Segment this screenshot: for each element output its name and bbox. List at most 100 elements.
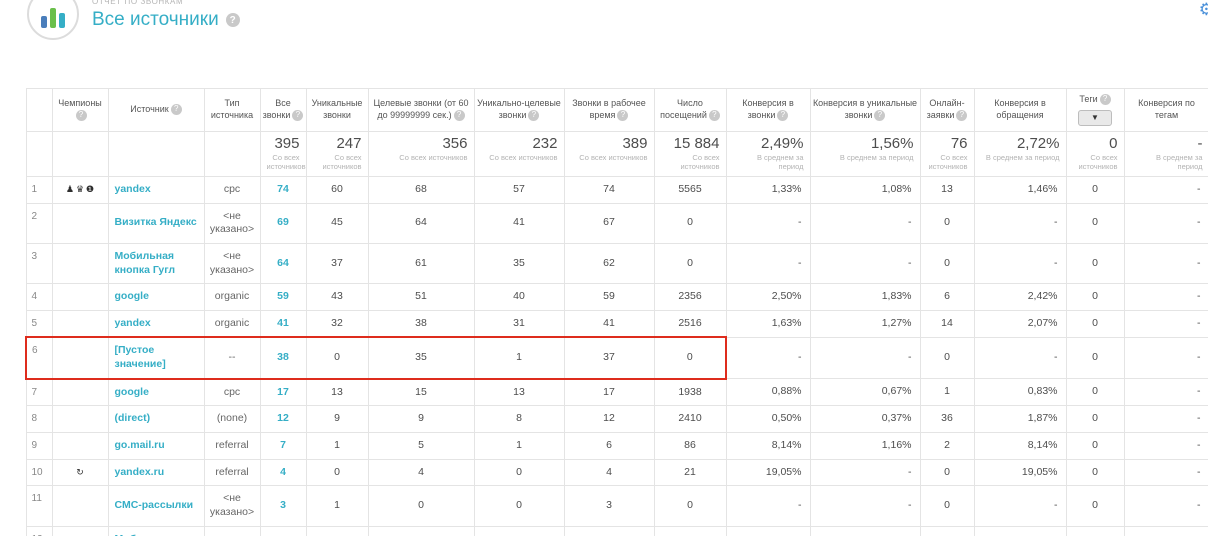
all-calls-link[interactable]: 4 bbox=[280, 465, 286, 478]
cell-unique: 0 bbox=[305, 336, 369, 380]
cell-target: 0 bbox=[367, 485, 475, 527]
cell-visits: 0 bbox=[653, 485, 727, 527]
help-icon[interactable]: ? bbox=[956, 109, 968, 121]
cell-target: 35 bbox=[367, 336, 475, 380]
all-calls-link[interactable]: 69 bbox=[277, 216, 289, 229]
page-title: Все источники bbox=[92, 9, 219, 30]
column-header-work[interactable]: Звонки в рабочее время? bbox=[563, 88, 655, 132]
column-header-visits[interactable]: Число посещений? bbox=[653, 88, 727, 132]
total-value: 389 bbox=[622, 134, 648, 152]
cell-source: (direct) bbox=[107, 405, 205, 433]
total-conv_calls: 2,49% В среднем за период bbox=[725, 130, 811, 177]
cell-target: 64 bbox=[367, 202, 475, 244]
all-calls-link[interactable]: 41 bbox=[277, 316, 289, 329]
cell-utarget: 1 bbox=[473, 336, 565, 380]
title-help-icon[interactable]: ? bbox=[225, 13, 240, 27]
column-header-conv_unique[interactable]: Конверсия в уникальные звонки? bbox=[809, 88, 921, 132]
source-link[interactable]: go.mail.ru bbox=[114, 438, 165, 451]
cell-conv_req: 1,87% bbox=[973, 405, 1067, 433]
column-header-utarget[interactable]: Уникально-целевые звонки? bbox=[473, 88, 565, 132]
source-link[interactable]: yandex bbox=[114, 182, 151, 195]
column-header-conv_req[interactable]: Конверсия в обращения bbox=[973, 88, 1067, 132]
cell-unique: 0 bbox=[305, 458, 369, 487]
column-header-conv_calls[interactable]: Конверсия в звонки? bbox=[725, 88, 811, 132]
source-link[interactable]: Мобильная кнопка Гугл bbox=[114, 249, 176, 276]
source-link[interactable]: (direct) bbox=[114, 412, 151, 425]
cell-visits: 2410 bbox=[653, 405, 727, 433]
cell-champions bbox=[51, 202, 109, 244]
cell-online: 36 bbox=[919, 405, 975, 433]
cell-conv_unique: 1,16% bbox=[809, 431, 921, 460]
table-row: 1 ♟ ♛ ❶ yandex cpc 74 60 68 57 74 5565 1,33% 1,08% 13 1… bbox=[25, 175, 1208, 204]
column-header-tags[interactable]: Теги? ▼ bbox=[1065, 88, 1125, 132]
cell-champions bbox=[51, 431, 109, 460]
all-calls-link[interactable]: 74 bbox=[277, 182, 289, 195]
column-header-online[interactable]: Онлайн-заявки? bbox=[919, 88, 975, 132]
column-label-utarget: Уникально-целевые звонки bbox=[477, 98, 561, 120]
all-calls-link[interactable]: 38 bbox=[277, 351, 289, 364]
sources-table: Чемпионы? Источник? Тип источника Все звонк… bbox=[25, 88, 1208, 536]
source-link[interactable]: Визитка Яндекс bbox=[114, 216, 197, 229]
cell-utarget: 13 bbox=[473, 378, 565, 407]
cell-source: yandex.ru bbox=[107, 458, 205, 487]
column-header-unique[interactable]: Уникальные звонки bbox=[305, 88, 369, 132]
total-source bbox=[107, 130, 205, 177]
source-link[interactable]: СМС-рассылки bbox=[114, 499, 194, 512]
cell-unique: 60 bbox=[305, 175, 369, 204]
cell-champions: ♟ ♛ ❶ bbox=[51, 175, 109, 204]
help-icon[interactable]: ? bbox=[777, 109, 789, 121]
cell-type: referral bbox=[203, 431, 261, 460]
totals-row: 395 Со всех источников 247 Со всех источник… bbox=[25, 130, 1208, 177]
column-label-target: Целевые звонки (от 60 до 99999999 сек.) bbox=[373, 98, 469, 120]
cell-work: 67 bbox=[563, 202, 655, 244]
source-link[interactable]: Мобильная кнопка Общая bbox=[115, 533, 189, 536]
source-link[interactable]: google bbox=[114, 385, 149, 398]
tags-filter-dropdown-button[interactable]: ▼ bbox=[1078, 109, 1112, 126]
cell-tags: 0 bbox=[1065, 242, 1125, 285]
cell-unique: 37 bbox=[305, 242, 369, 285]
cell-online: 13 bbox=[919, 175, 975, 204]
app-logo-icon[interactable] bbox=[27, 0, 79, 40]
cell-work: 74 bbox=[563, 175, 655, 204]
cell-champions: ↻ bbox=[51, 458, 109, 487]
settings-gear-icon[interactable]: ⚙ bbox=[1198, 0, 1208, 19]
column-header-all[interactable]: Все звонки? bbox=[259, 88, 307, 132]
returning-visitor-icon: ↻ bbox=[76, 466, 84, 477]
column-header-target[interactable]: Целевые звонки (от 60 до 99999999 сек.)? bbox=[367, 88, 475, 132]
all-calls-link[interactable]: 17 bbox=[277, 385, 289, 398]
total-value: 2,72% bbox=[1016, 134, 1060, 152]
source-link[interactable]: yandex.ru bbox=[114, 465, 165, 478]
help-icon[interactable]: ? bbox=[528, 109, 540, 121]
cell-type: (none) bbox=[203, 405, 261, 433]
help-icon[interactable]: ? bbox=[1099, 94, 1111, 106]
all-calls-link[interactable]: 64 bbox=[277, 256, 289, 269]
column-header-champions[interactable]: Чемпионы? bbox=[51, 88, 109, 132]
all-calls-link[interactable]: 3 bbox=[280, 499, 286, 512]
column-header-type[interactable]: Тип источника bbox=[203, 88, 261, 132]
cell-visits: 2356 bbox=[653, 283, 727, 311]
all-calls-link[interactable]: 7 bbox=[280, 438, 286, 451]
all-calls-link[interactable]: 59 bbox=[277, 290, 289, 303]
column-header-conv_tags[interactable]: Конверсия по тегам bbox=[1123, 88, 1208, 132]
cell-tags: 0 bbox=[1065, 309, 1125, 338]
total-caption: В среднем за период bbox=[839, 152, 914, 162]
help-icon[interactable]: ? bbox=[617, 109, 629, 121]
help-icon[interactable]: ? bbox=[453, 109, 465, 121]
total-conv_unique: 1,56% В среднем за период bbox=[809, 130, 921, 177]
help-icon[interactable]: ? bbox=[708, 109, 720, 121]
cell-all: 69 bbox=[259, 202, 307, 244]
source-link[interactable]: google bbox=[114, 290, 149, 303]
cell-all: 74 bbox=[259, 175, 307, 204]
source-link[interactable]: [Пустое значение] bbox=[114, 344, 166, 371]
cell-conv_unique: 1,08% bbox=[809, 175, 921, 204]
help-icon[interactable]: ? bbox=[75, 109, 87, 121]
source-link[interactable]: yandex bbox=[114, 316, 151, 329]
all-calls-link[interactable]: 12 bbox=[277, 412, 289, 425]
cell-conv_calls: - bbox=[725, 242, 811, 285]
help-icon[interactable]: ? bbox=[292, 109, 304, 121]
help-icon[interactable]: ? bbox=[874, 109, 886, 121]
column-header-source[interactable]: Источник? bbox=[107, 88, 205, 132]
cell-conv_tags: - bbox=[1123, 431, 1208, 460]
help-icon[interactable]: ? bbox=[170, 104, 182, 116]
cell-conv_calls: 8,14% bbox=[725, 431, 811, 460]
